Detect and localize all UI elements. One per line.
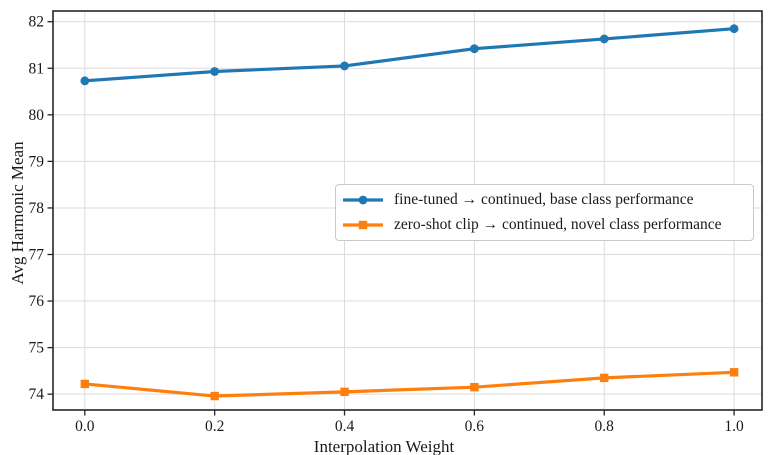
legend-item-novel-class: zero-shot clip → continued, novel class … xyxy=(342,213,745,237)
y-tick-label: 75 xyxy=(29,340,45,357)
x-tick-label: 0.8 xyxy=(595,418,615,435)
y-tick-label: 81 xyxy=(29,60,45,77)
legend-label-novel-class: zero-shot clip → continued, novel class … xyxy=(394,215,722,233)
x-tick-label: 0.2 xyxy=(205,418,224,435)
data-point-marker xyxy=(80,76,90,86)
y-tick-label: 82 xyxy=(29,14,45,31)
data-point-marker xyxy=(340,387,349,397)
axes-spines xyxy=(52,10,763,411)
y-axis-label: Avg Harmonic Mean xyxy=(8,141,27,285)
y-tick-label: 77 xyxy=(29,246,45,263)
y-tick-label: 80 xyxy=(29,107,45,124)
data-point-marker xyxy=(729,24,739,34)
y-tick-label: 78 xyxy=(29,200,45,217)
legend-line-square-icon xyxy=(343,220,383,229)
data-point-marker xyxy=(340,61,349,71)
legend-item-base-class: fine-tuned → continued, base class perfo… xyxy=(342,188,745,212)
data-point-marker xyxy=(210,67,220,76)
data-point-marker xyxy=(469,44,479,54)
y-tick-label: 76 xyxy=(29,293,45,310)
y-tick-label: 79 xyxy=(29,153,45,170)
series-line-1 xyxy=(83,370,736,398)
x-tick-label: 0.0 xyxy=(75,418,95,435)
data-point-marker xyxy=(210,391,219,401)
legend: fine-tuned → continued, base class perfo… xyxy=(335,184,754,241)
legend-line-circle-icon xyxy=(343,195,383,205)
data-point-marker xyxy=(80,379,90,389)
x-tick-label: 1.0 xyxy=(724,418,744,435)
data-point-marker xyxy=(599,34,609,44)
data-point-marker xyxy=(729,368,739,377)
x-axis-label: Interpolation Weight xyxy=(313,437,455,455)
x-tick-label: 0.4 xyxy=(335,418,355,435)
data-point-marker xyxy=(600,373,609,383)
series-line-0 xyxy=(83,27,736,83)
data-point-marker xyxy=(470,382,479,392)
y-tick-label: 74 xyxy=(29,386,45,403)
legend-label-base-class: fine-tuned → continued, base class perfo… xyxy=(394,191,694,209)
x-tick-label: 0.6 xyxy=(465,418,485,435)
